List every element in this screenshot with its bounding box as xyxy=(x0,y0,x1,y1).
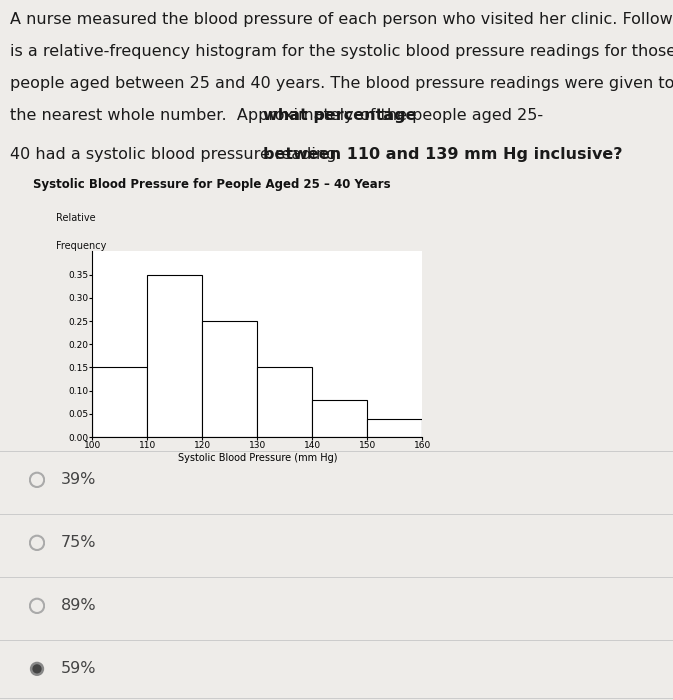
Text: 75%: 75% xyxy=(61,536,96,550)
Text: of the people aged 25-: of the people aged 25- xyxy=(355,108,543,123)
Text: Frequency: Frequency xyxy=(56,241,106,251)
Text: Systolic Blood Pressure for People Aged 25 – 40 Years: Systolic Blood Pressure for People Aged … xyxy=(33,178,391,190)
Text: 39%: 39% xyxy=(61,473,96,487)
Text: is a relative-frequency histogram for the systolic blood pressure readings for t: is a relative-frequency histogram for th… xyxy=(10,44,673,59)
Text: A nurse measured the blood pressure of each person who visited her clinic. Follo: A nurse measured the blood pressure of e… xyxy=(10,12,673,27)
Text: Relative: Relative xyxy=(56,214,96,223)
Text: 40 had a systolic blood pressure reading: 40 had a systolic blood pressure reading xyxy=(10,147,341,162)
Text: 59%: 59% xyxy=(61,662,96,676)
Text: what percentage: what percentage xyxy=(262,108,416,123)
Text: the nearest whole number.  Approximately: the nearest whole number. Approximately xyxy=(10,108,359,123)
Text: between 110 and 139 mm Hg inclusive?: between 110 and 139 mm Hg inclusive? xyxy=(262,147,623,162)
Text: 89%: 89% xyxy=(61,598,96,613)
Text: people aged between 25 and 40 years. The blood pressure readings were given to: people aged between 25 and 40 years. The… xyxy=(10,76,673,91)
Circle shape xyxy=(32,664,42,673)
Circle shape xyxy=(30,662,44,676)
